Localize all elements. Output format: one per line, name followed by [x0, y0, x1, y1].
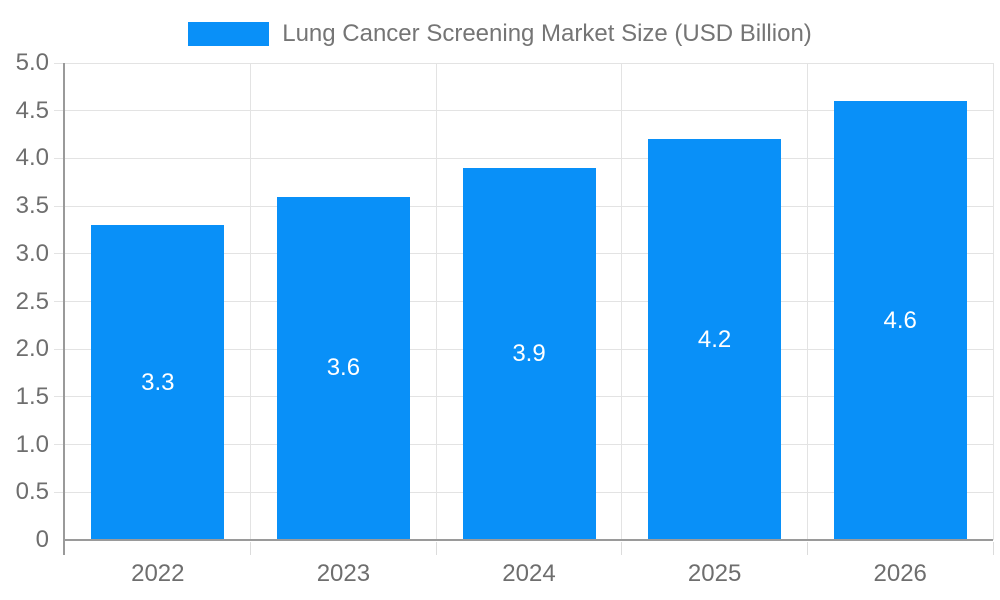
bar: 4.2	[648, 139, 782, 540]
y-tick-label: 3.0	[15, 239, 49, 267]
legend: Lung Cancer Screening Market Size (USD B…	[0, 20, 1000, 48]
y-tick-label: 2.0	[15, 335, 49, 363]
y-axis-tick	[54, 253, 63, 255]
gridline-vertical	[806, 63, 808, 540]
bar-value-label: 4.2	[697, 325, 732, 353]
y-tick-label: 3.5	[15, 192, 49, 220]
y-axis-tick	[54, 444, 63, 446]
gridline-horizontal	[65, 157, 993, 159]
gridline-vertical	[250, 63, 252, 540]
x-axis-tick	[992, 542, 994, 555]
x-axis-tick	[435, 542, 437, 555]
bar: 4.6	[833, 101, 967, 540]
y-axis-tick	[54, 396, 63, 398]
bar-value-label: 3.3	[141, 368, 175, 396]
y-tick-label: 0	[35, 526, 49, 553]
gridline-vertical	[435, 63, 437, 540]
x-tick-label: 2024	[502, 560, 556, 587]
y-axis-tick	[54, 110, 63, 112]
x-tick-label: 2023	[316, 560, 371, 587]
y-tick-label: 1.5	[15, 382, 49, 410]
y-axis-line	[63, 63, 65, 555]
y-axis-tick	[54, 301, 63, 302]
gridline-horizontal	[65, 110, 993, 112]
plot-area: 0 0.5 1.0 1.5 2.0 2.5 3.0 3.5 4.0 4.5 5.0 3.3 2022 3.…	[16, 51, 994, 587]
y-axis-tick	[54, 157, 63, 159]
bar: 3.3	[91, 225, 225, 540]
y-axis-tick	[54, 205, 63, 207]
y-tick-label: 2.5	[15, 287, 49, 315]
bar-value-label: 3.9	[512, 339, 546, 367]
legend-swatch	[188, 22, 270, 46]
x-axis-tick	[806, 542, 808, 555]
legend-label: Lung Cancer Screening Market Size (USD B…	[282, 20, 812, 47]
bar-value-label: 3.6	[326, 354, 361, 382]
x-axis-line	[65, 539, 993, 541]
gridline-horizontal	[65, 62, 993, 64]
y-axis-tick	[54, 491, 63, 493]
bar: 3.6	[276, 196, 410, 540]
y-axis-tick	[54, 348, 63, 350]
x-axis-tick	[621, 542, 623, 555]
bar-value-label: 4.6	[883, 306, 917, 334]
x-tick-label: 2026	[873, 560, 927, 587]
y-tick-label: 1.0	[15, 430, 49, 458]
gridline-vertical	[621, 63, 623, 540]
y-tick-label: 4.0	[15, 144, 49, 172]
y-tick-label: 5.0	[15, 49, 49, 76]
gridline-vertical	[992, 63, 994, 540]
bar: 3.9	[462, 167, 596, 540]
y-tick-label: 4.5	[15, 96, 49, 124]
x-tick-label: 2025	[687, 560, 742, 587]
y-axis-tick	[54, 62, 63, 64]
x-tick-label: 2022	[131, 560, 185, 587]
y-tick-label: 0.5	[15, 478, 49, 506]
x-axis-tick	[250, 542, 252, 555]
